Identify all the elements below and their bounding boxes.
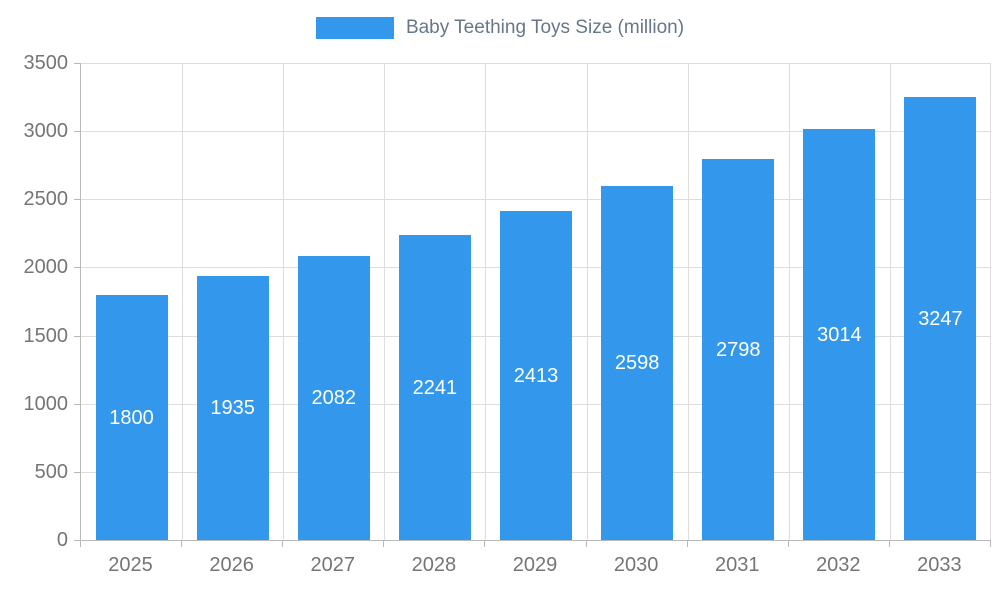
- y-axis-tick: [74, 131, 80, 133]
- bar-value-label: 2598: [614, 352, 660, 374]
- x-axis-tick: [787, 541, 789, 547]
- legend[interactable]: Baby Teething Toys Size (million): [0, 12, 1000, 44]
- y-axis-tick: [74, 540, 80, 541]
- x-axis-tick: [282, 541, 284, 547]
- x-axis-tick-label: 2026: [209, 554, 254, 576]
- gridline-vertical: [788, 63, 790, 540]
- bar-value-label: 2798: [715, 338, 761, 361]
- bar-value-label: 3247: [918, 307, 963, 330]
- bar-2025[interactable]: 1800: [95, 295, 168, 540]
- x-axis-tick: [181, 541, 183, 547]
- gridline-vertical: [182, 63, 184, 540]
- y-axis-tick-label: 1000: [23, 392, 69, 415]
- x-axis-tick: [80, 541, 81, 547]
- y-axis-tick: [74, 267, 80, 269]
- gridline-vertical: [687, 63, 689, 540]
- bar-2031[interactable]: 2798: [702, 159, 775, 540]
- bar-2029[interactable]: 2413: [500, 211, 572, 540]
- gridline-vertical: [586, 63, 588, 540]
- x-axis-tick-label: 2025: [108, 554, 153, 576]
- gridline-horizontal: [81, 199, 991, 201]
- gridline-vertical: [283, 63, 285, 540]
- y-axis-tick-label: 3500: [23, 52, 69, 74]
- bar-2032[interactable]: 3014: [803, 129, 876, 540]
- x-axis-tick: [484, 541, 486, 547]
- y-axis-tick: [74, 335, 80, 337]
- x-axis-tick-label: 2032: [816, 554, 861, 576]
- x-axis-tick: [990, 541, 991, 547]
- x-axis-tick-label: 2028: [411, 554, 457, 576]
- y-axis-tick-label: 0: [56, 529, 68, 551]
- x-axis-tick-label: 2030: [613, 554, 659, 576]
- y-axis-tick-label: 3000: [23, 120, 69, 143]
- x-axis-tick: [686, 541, 688, 547]
- y-axis-tick: [74, 63, 80, 64]
- x-axis-tick: [888, 541, 890, 547]
- bar-2033[interactable]: 3247: [904, 97, 977, 540]
- bar-2028[interactable]: 2241: [398, 235, 471, 540]
- x-axis-tick-label: 2029: [512, 554, 558, 576]
- bar-value-label: 2241: [412, 376, 458, 399]
- gridline-horizontal: [81, 131, 991, 133]
- gridline-vertical: [384, 63, 386, 540]
- y-axis-tick-label: 2000: [23, 256, 69, 279]
- gridline-horizontal: [81, 63, 991, 64]
- bar-2027[interactable]: 2082: [297, 256, 370, 540]
- plot-area: 1800 1935 2082 2241 2413 2598 2798 3014 3247: [80, 63, 991, 541]
- bar-value-label: 2413: [513, 364, 559, 387]
- y-axis-tick: [74, 403, 80, 405]
- bar-value-label: 1800: [109, 406, 154, 429]
- y-axis-tick-label: 1500: [23, 324, 69, 347]
- x-axis-tick-label: 2027: [310, 554, 356, 576]
- y-axis-tick-label: 2500: [23, 188, 69, 211]
- bar-2026[interactable]: 1935: [196, 276, 269, 540]
- y-axis-tick: [74, 199, 80, 201]
- y-axis-tick: [74, 471, 80, 473]
- x-axis-tick: [383, 541, 385, 547]
- bar-2030[interactable]: 2598: [601, 186, 674, 540]
- x-axis-tick: [585, 541, 587, 547]
- gridline-vertical: [990, 63, 991, 540]
- bar-value-label: 1935: [210, 397, 255, 419]
- y-axis-tick-label: 500: [34, 460, 68, 483]
- legend-label: Baby Teething Toys Size (million): [405, 17, 685, 38]
- x-axis-tick-label: 2033: [917, 554, 962, 576]
- x-axis-tick-label: 2031: [714, 554, 760, 576]
- bar-value-label: 3014: [817, 323, 862, 346]
- legend-swatch: [315, 17, 394, 39]
- gridline-vertical: [485, 63, 487, 540]
- gridline-vertical: [889, 63, 891, 540]
- bar-value-label: 2082: [311, 387, 357, 409]
